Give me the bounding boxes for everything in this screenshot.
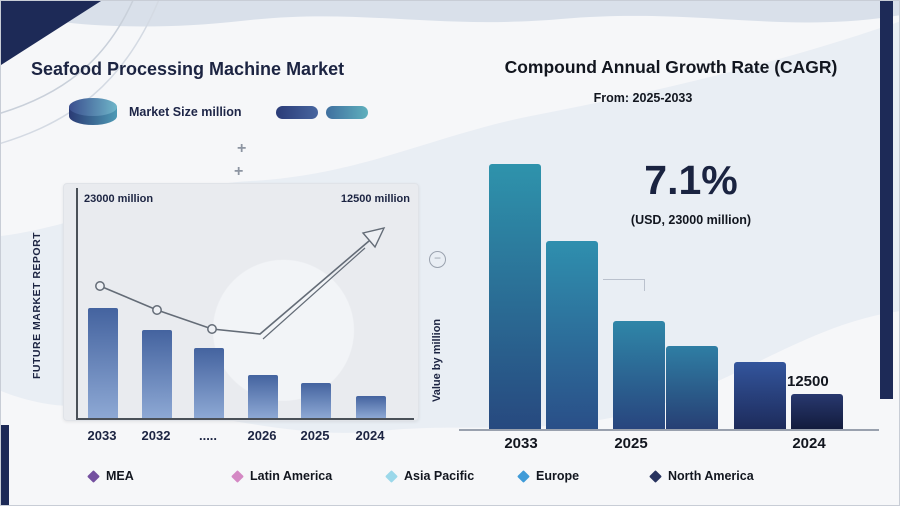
legend-label: Europe xyxy=(536,469,580,483)
legend-label: Asia Pacific xyxy=(404,469,475,483)
diamond-icon xyxy=(649,469,662,483)
left-bar xyxy=(301,383,331,418)
circle-minus-icon xyxy=(429,251,446,268)
cylinder-icon xyxy=(69,98,117,125)
left-x-label: 2032 xyxy=(141,428,171,443)
bar-annotation: 12500 xyxy=(787,373,829,390)
legend-item-asia-pacific: Asia Pacific xyxy=(385,467,475,485)
legend-label: Latin America xyxy=(250,469,333,483)
diamond-icon xyxy=(87,469,100,483)
left-bar xyxy=(248,375,278,418)
cagr-value: 7.1% xyxy=(644,157,738,203)
legend-item-mea: MEA xyxy=(87,467,134,485)
right-chart: 12500 xyxy=(459,161,879,431)
right-x-label: 2033 xyxy=(504,435,538,452)
left-x-labels: 2033 2032..... 2026 2025 2024 xyxy=(63,428,419,448)
right-chart-title: Compound Annual Growth Rate (CAGR) xyxy=(504,57,838,77)
plus-icon xyxy=(237,141,246,157)
bottom-legend: MEA Latin America Asia Pacific Europe North … xyxy=(1,467,899,489)
right-bar xyxy=(489,164,541,429)
diamond-icon xyxy=(385,469,398,483)
market-size-label: Market Size million xyxy=(129,105,242,119)
left-top-left-value: 23000 million xyxy=(84,193,154,205)
right-edge-bar xyxy=(880,1,893,399)
cagr-note: (USD, 23000 million) xyxy=(630,213,752,227)
left-x-label: 2024 xyxy=(355,428,385,443)
legend-item-latin-america: Latin America xyxy=(231,467,333,485)
left-chart-axes xyxy=(76,188,414,420)
right-x-labels: 2033 2025 2024 xyxy=(459,435,879,457)
right-bar xyxy=(666,346,718,429)
left-x-label: 2033 xyxy=(87,428,117,443)
left-bar xyxy=(356,396,386,418)
right-bar xyxy=(734,362,786,429)
diamond-icon xyxy=(231,469,244,483)
market-size-legend: Market Size million xyxy=(65,95,368,129)
right-bar xyxy=(613,321,665,429)
legend-item-europe: Europe xyxy=(517,467,580,485)
left-edge-bar xyxy=(1,425,9,505)
left-chart-title: Seafood Processing Machine Market xyxy=(31,59,345,79)
legend-item-north-america: North America xyxy=(649,467,754,485)
bracket-decoration xyxy=(603,279,645,291)
right-bar xyxy=(791,394,843,429)
right-chart-subtitle: From: 2025-2033 xyxy=(593,91,693,105)
legend-label: North America xyxy=(668,469,754,483)
left-bar xyxy=(142,330,172,418)
right-x-label: 2024 xyxy=(792,435,826,452)
gradient-pill-decoration xyxy=(325,105,368,119)
left-bars xyxy=(64,184,418,420)
left-chart: 23000 million 12500 million xyxy=(63,183,419,421)
left-top-right-value: 12500 million xyxy=(340,193,410,205)
right-bar xyxy=(546,241,598,429)
plus-icon xyxy=(234,164,243,180)
gradient-pill-decoration xyxy=(275,105,318,119)
right-y-axis-label: Value by million xyxy=(431,318,443,402)
left-x-label: 2025 xyxy=(300,428,330,443)
left-y-axis-label: FUTURE MARKET REPORT xyxy=(31,231,43,379)
left-bar xyxy=(88,308,118,418)
right-x-label: 2025 xyxy=(614,435,648,452)
legend-label: MEA xyxy=(106,469,134,483)
diamond-icon xyxy=(517,469,530,483)
left-x-label: ..... xyxy=(198,428,218,443)
left-bar xyxy=(194,348,224,418)
left-x-label: 2026 xyxy=(247,428,277,443)
